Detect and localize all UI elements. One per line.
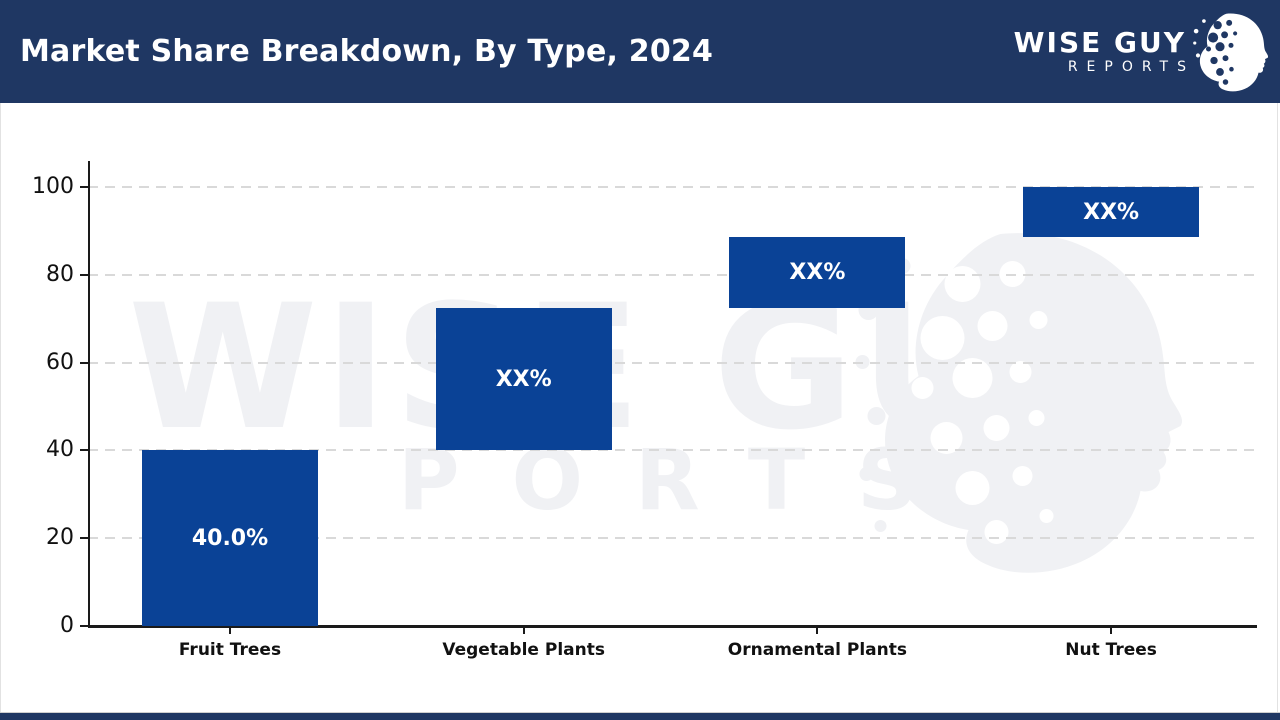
footer-accent-strip — [0, 713, 1280, 720]
y-axis-tick-label: 60 — [46, 349, 74, 375]
x-axis-spine — [88, 625, 1257, 628]
y-axis-tick — [80, 361, 88, 364]
y-axis-tick-label: 80 — [46, 261, 74, 287]
bar-ornamental-plants: XX% — [729, 237, 906, 308]
y-axis-spine — [88, 161, 90, 628]
x-axis-tick — [816, 628, 819, 634]
gridline-20 — [88, 537, 1257, 540]
header-bar: Market Share Breakdown, By Type, 2024 WI… — [0, 0, 1280, 103]
y-axis-tick — [80, 449, 88, 452]
gridline-80 — [88, 273, 1257, 276]
gridline-100 — [88, 186, 1257, 188]
x-axis-category-label: Nut Trees — [1065, 640, 1157, 660]
bar-fruit-trees: 40.0% — [142, 450, 318, 626]
y-axis-tick — [80, 537, 88, 540]
bottom-border-line — [0, 712, 1280, 713]
x-axis-tick — [229, 628, 231, 634]
watermark-text-ports: PORTS — [398, 431, 970, 529]
y-axis-tick — [80, 273, 88, 276]
x-axis-category-label: Vegetable Plants — [442, 640, 605, 660]
bar-nut-trees: XX% — [1023, 187, 1200, 238]
bar-value-label: 40.0% — [191, 525, 269, 551]
x-axis-tick — [1110, 628, 1113, 634]
bar-value-label: XX% — [495, 366, 552, 392]
chart-title: Market Share Breakdown, By Type, 2024 — [20, 34, 714, 69]
gridline-60 — [88, 361, 1257, 364]
x-axis-tick — [522, 628, 525, 634]
brand-logo: WISE GUY REPORTS — [1014, 0, 1270, 103]
y-axis-tick — [80, 186, 88, 188]
logo-subtitle: REPORTS — [1067, 59, 1195, 76]
y-axis-tick-label: 0 — [60, 613, 74, 638]
bar-value-label: XX% — [789, 260, 846, 286]
logo-wordmark: WISE GUY — [1013, 25, 1186, 59]
watermark-head-icon — [855, 233, 1183, 573]
y-axis-tick — [80, 625, 88, 627]
gridline-40 — [88, 449, 1257, 452]
y-axis-tick-label: 20 — [46, 525, 74, 551]
y-axis-tick-label: 40 — [46, 437, 74, 463]
bar-value-label: XX% — [1083, 199, 1140, 225]
x-axis-category-label: Ornamental Plants — [727, 640, 907, 660]
bar-vegetable-plants: XX% — [435, 307, 612, 451]
x-axis-category-label: Fruit Trees — [178, 640, 282, 660]
logo-head-icon — [1193, 12, 1269, 91]
y-axis-tick-label: 100 — [32, 174, 74, 199]
